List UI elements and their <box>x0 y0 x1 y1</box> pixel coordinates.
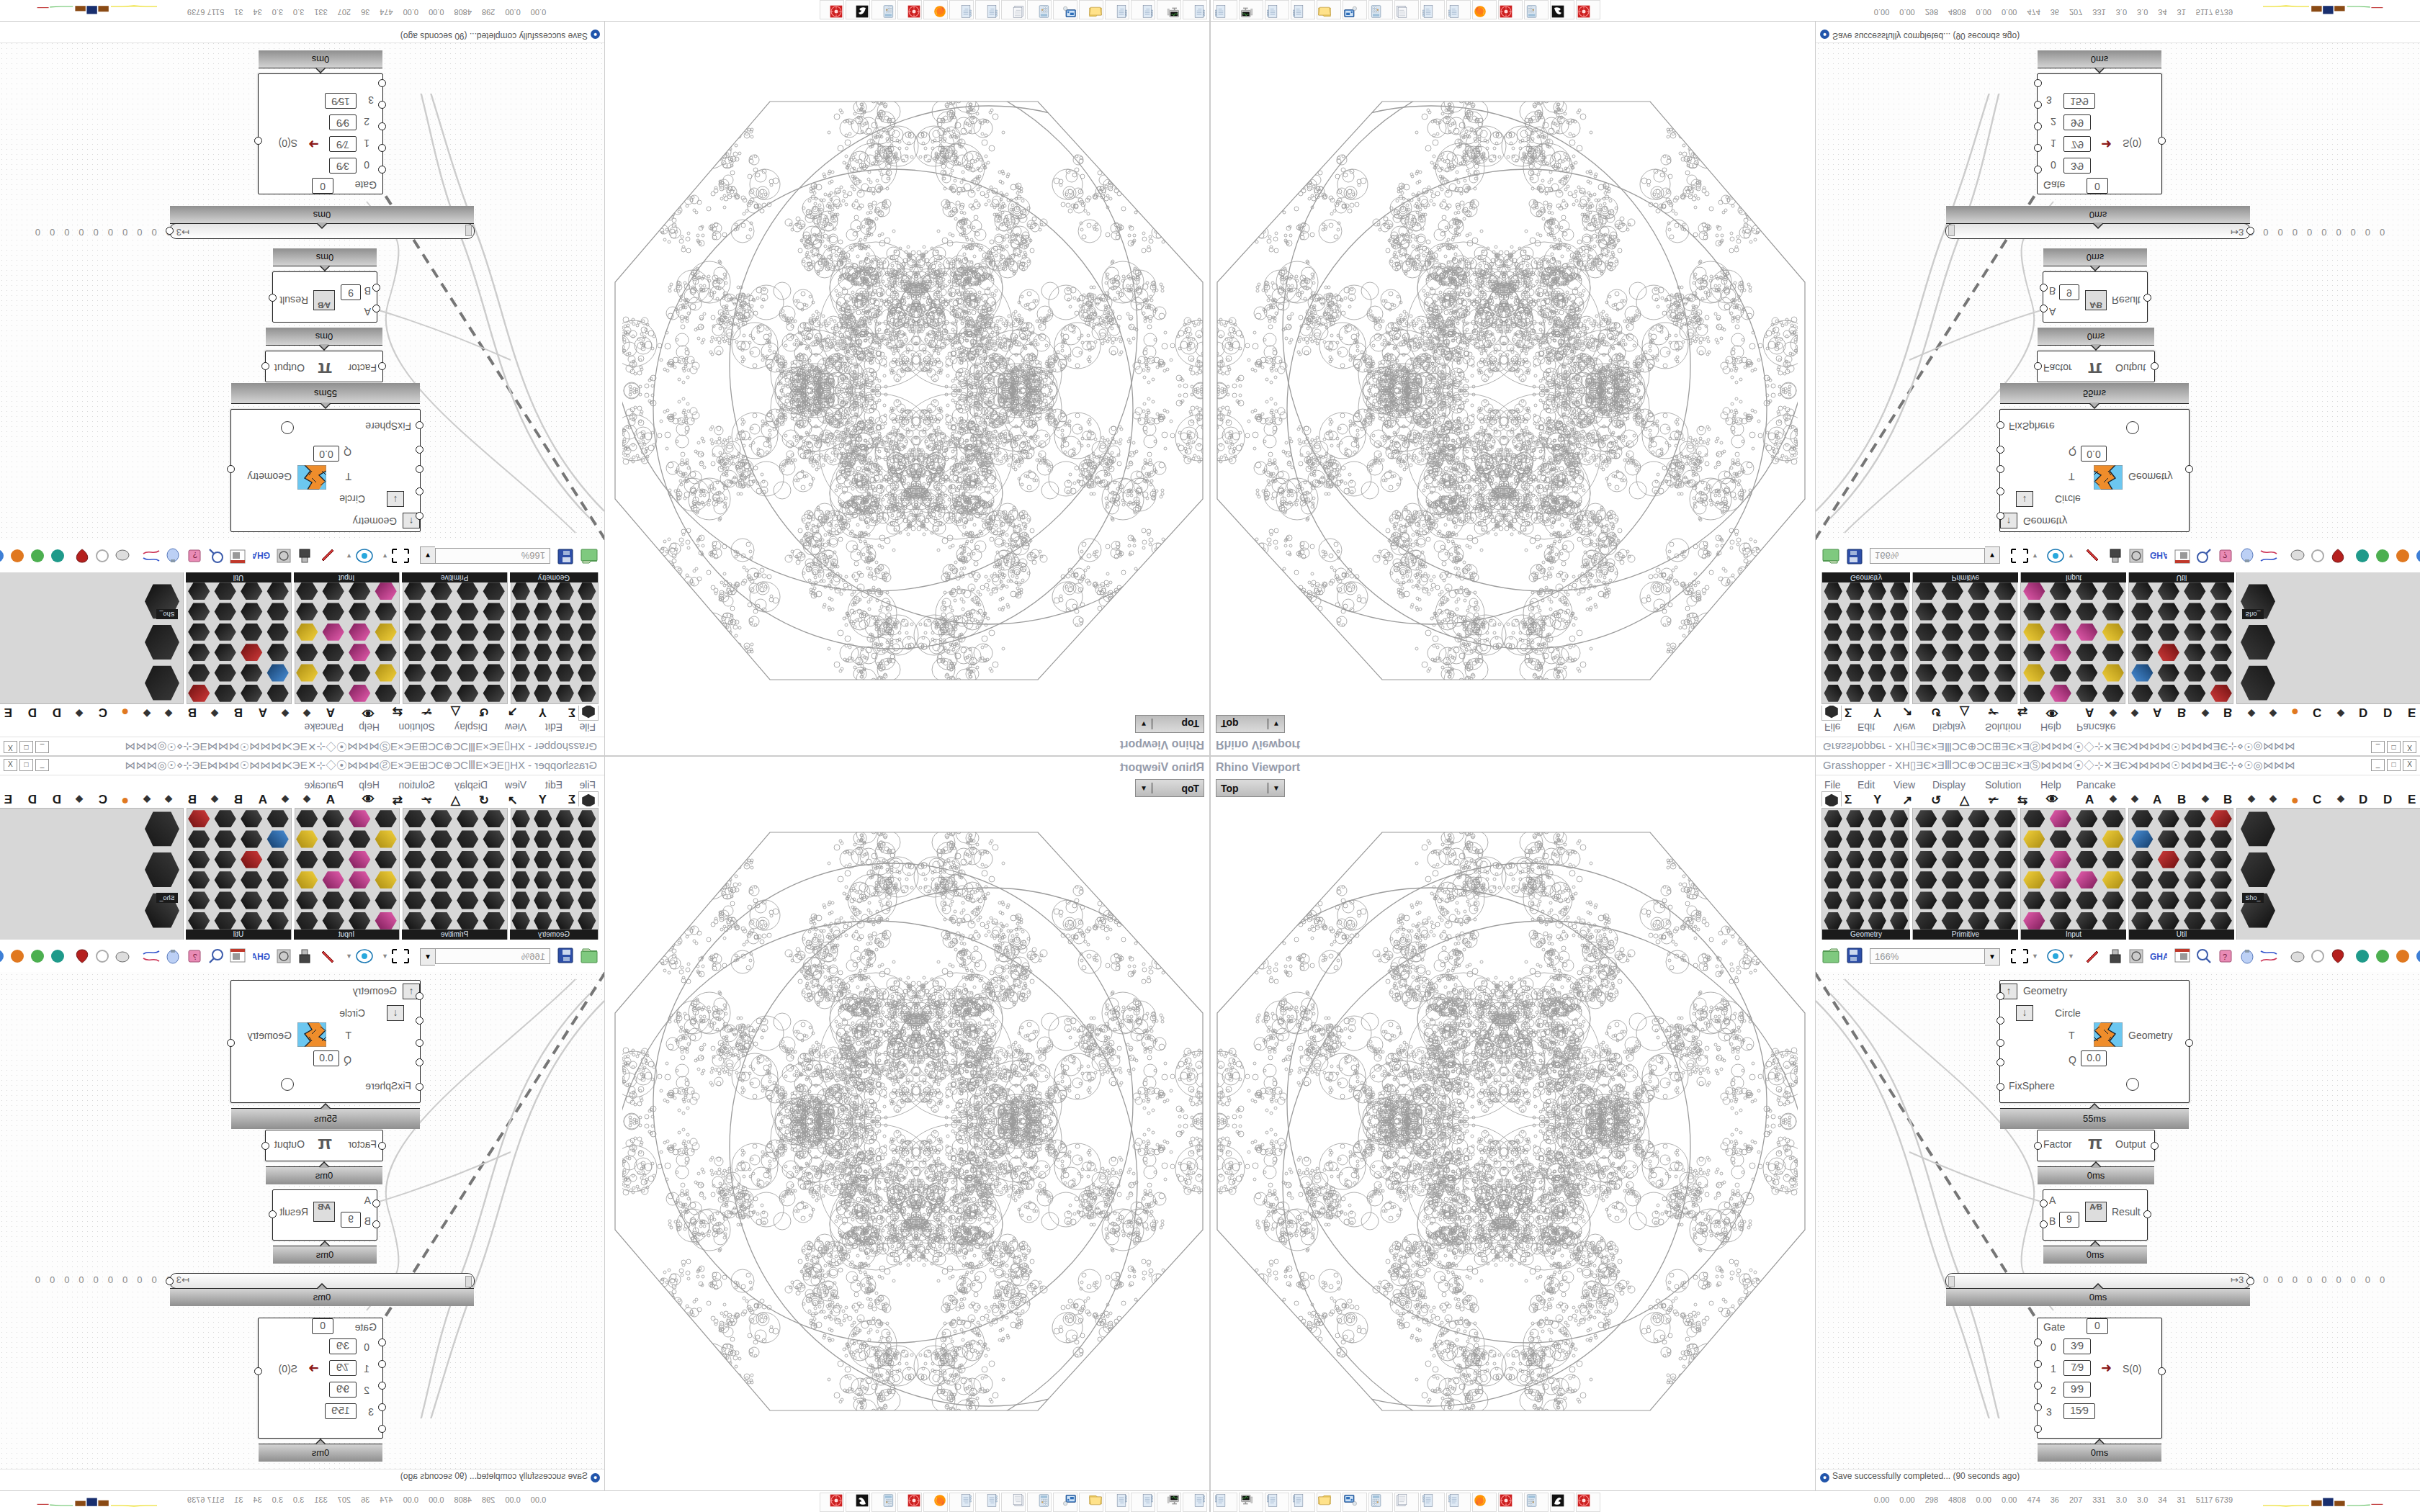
svg-text:GHA: GHA <box>2150 952 2167 962</box>
svg-text:?: ? <box>2223 953 2227 961</box>
svg-text:?: ? <box>193 551 197 559</box>
svg-text:GHA: GHA <box>253 550 270 560</box>
svg-text:?: ? <box>193 953 197 961</box>
svg-text:GHA: GHA <box>2150 550 2167 560</box>
svg-text:GHA: GHA <box>253 952 270 962</box>
svg-text:?: ? <box>2223 551 2227 559</box>
